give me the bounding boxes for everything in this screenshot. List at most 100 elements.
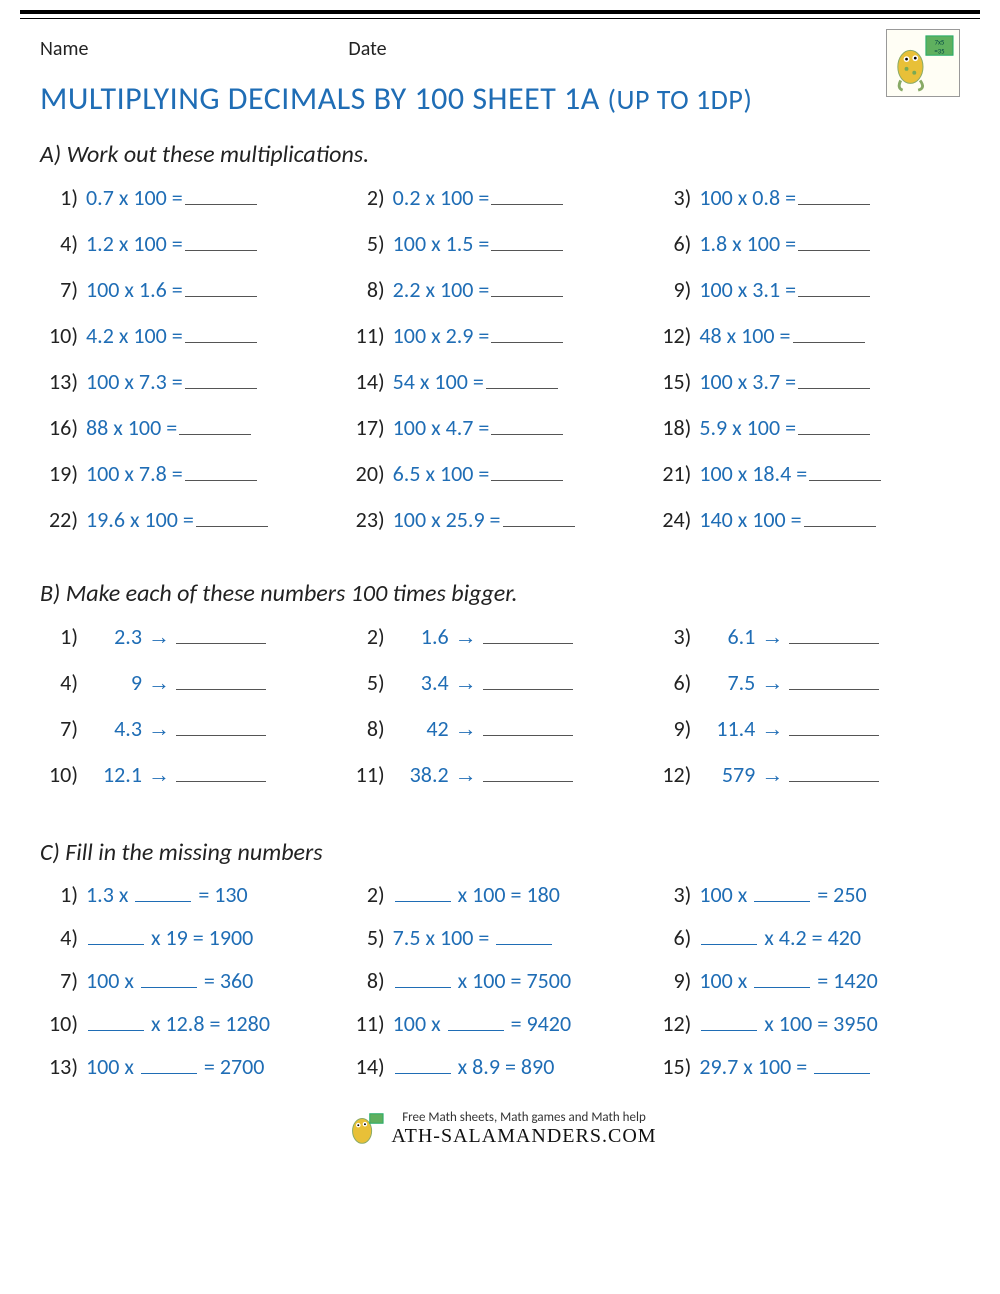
answer-blank[interactable]: [483, 760, 573, 782]
fill-blank[interactable]: [135, 884, 191, 902]
item-number: 10): [40, 761, 86, 788]
answer-blank[interactable]: [185, 367, 257, 389]
answer-blank[interactable]: [798, 413, 870, 435]
answer-blank[interactable]: [483, 714, 573, 736]
item-expression: 100 x 1.6 =: [86, 276, 183, 303]
answer-blank[interactable]: [491, 459, 563, 481]
fill-blank[interactable]: [701, 927, 757, 945]
answer-blank[interactable]: [804, 505, 876, 527]
fill-blank[interactable]: [395, 1056, 451, 1074]
item-number: 6): [653, 669, 699, 696]
svg-text:7x5: 7x5: [935, 39, 945, 47]
problem-item: 4)1.2 x 100 =: [40, 229, 347, 257]
item-value: 3.4: [393, 669, 449, 696]
item-number: 16): [40, 414, 86, 441]
answer-blank[interactable]: [185, 229, 257, 251]
problem-item: 18)5.9 x 100 =: [653, 413, 960, 441]
arrow-icon: →: [755, 670, 789, 696]
answer-blank[interactable]: [789, 668, 879, 690]
item-number: 20): [347, 460, 393, 487]
item-expression: 48 x 100 =: [699, 322, 790, 349]
answer-blank[interactable]: [789, 760, 879, 782]
item-value: 38.2: [393, 761, 449, 788]
item-expression: 100 x 3.7 =: [699, 368, 796, 395]
answer-blank[interactable]: [809, 459, 881, 481]
answer-blank[interactable]: [798, 367, 870, 389]
problem-item: 13)100 x 7.3 =: [40, 367, 347, 395]
fill-blank[interactable]: [754, 970, 810, 988]
fill-blank[interactable]: [141, 970, 197, 988]
answer-blank[interactable]: [176, 760, 266, 782]
problem-item: 5)100 x 1.5 =: [347, 229, 654, 257]
answer-blank[interactable]: [483, 622, 573, 644]
fill-blank[interactable]: [88, 927, 144, 945]
answer-blank[interactable]: [789, 714, 879, 736]
answer-blank[interactable]: [798, 183, 870, 205]
item-number: 9): [653, 715, 699, 742]
item-value: 9: [86, 669, 142, 696]
problem-item: 9)11.4→: [653, 714, 960, 742]
answer-blank[interactable]: [491, 183, 563, 205]
answer-blank[interactable]: [176, 668, 266, 690]
item-number: 1): [40, 184, 86, 211]
fill-blank[interactable]: [141, 1056, 197, 1074]
item-expression: x 12.8 = 1280: [86, 1010, 270, 1037]
item-number: 15): [653, 1053, 699, 1080]
name-date-fields: Name Date: [40, 33, 387, 61]
item-number: 14): [347, 1053, 393, 1080]
answer-blank[interactable]: [789, 622, 879, 644]
answer-blank[interactable]: [793, 321, 865, 343]
problem-item: 7)4.3→: [40, 714, 347, 742]
arrow-icon: →: [449, 716, 483, 742]
item-number: 6): [653, 230, 699, 257]
arrow-icon: →: [142, 762, 176, 788]
item-number: 19): [40, 460, 86, 487]
title-sub: (UP TO 1DP): [608, 82, 753, 117]
problem-item: 24)140 x 100 =: [653, 505, 960, 533]
item-expression: 100 x = 250: [699, 881, 866, 908]
arrow-icon: →: [449, 624, 483, 650]
answer-blank[interactable]: [185, 321, 257, 343]
item-expression: x 100 = 7500: [393, 967, 571, 994]
answer-blank[interactable]: [185, 459, 257, 481]
item-number: 7): [40, 967, 86, 994]
date-label: Date: [348, 37, 386, 61]
problem-item: 7)100 x = 360: [40, 967, 347, 994]
fill-blank[interactable]: [448, 1013, 504, 1031]
item-number: 1): [40, 881, 86, 908]
answer-blank[interactable]: [196, 505, 268, 527]
fill-blank[interactable]: [814, 1056, 870, 1074]
answer-blank[interactable]: [503, 505, 575, 527]
answer-blank[interactable]: [179, 413, 251, 435]
item-expression: 1.8 x 100 =: [699, 230, 796, 257]
fill-blank[interactable]: [754, 884, 810, 902]
answer-blank[interactable]: [491, 229, 563, 251]
problem-item: 7)100 x 1.6 =: [40, 275, 347, 303]
problem-item: 1)2.3→: [40, 622, 347, 650]
answer-blank[interactable]: [491, 275, 563, 297]
problem-item: 4) x 19 = 1900: [40, 924, 347, 951]
answer-blank[interactable]: [798, 275, 870, 297]
fill-blank[interactable]: [701, 1013, 757, 1031]
item-expression: 88 x 100 =: [86, 414, 177, 441]
answer-blank[interactable]: [798, 229, 870, 251]
problem-item: 5)7.5 x 100 =: [347, 924, 654, 951]
problem-item: 16)88 x 100 =: [40, 413, 347, 441]
fill-blank[interactable]: [395, 884, 451, 902]
answer-blank[interactable]: [185, 183, 257, 205]
answer-blank[interactable]: [486, 367, 558, 389]
answer-blank[interactable]: [176, 622, 266, 644]
worksheet-page: Name Date 7x5 =35 MULTIPLYING DECIMALS B…: [0, 19, 1000, 1165]
answer-blank[interactable]: [176, 714, 266, 736]
answer-blank[interactable]: [185, 275, 257, 297]
answer-blank[interactable]: [483, 668, 573, 690]
item-number: 13): [40, 1053, 86, 1080]
fill-blank[interactable]: [496, 927, 552, 945]
item-expression: 100 x = 2700: [86, 1053, 264, 1080]
fill-blank[interactable]: [88, 1013, 144, 1031]
item-number: 8): [347, 276, 393, 303]
fill-blank[interactable]: [395, 970, 451, 988]
answer-blank[interactable]: [491, 321, 563, 343]
item-number: 11): [347, 1010, 393, 1037]
answer-blank[interactable]: [491, 413, 563, 435]
